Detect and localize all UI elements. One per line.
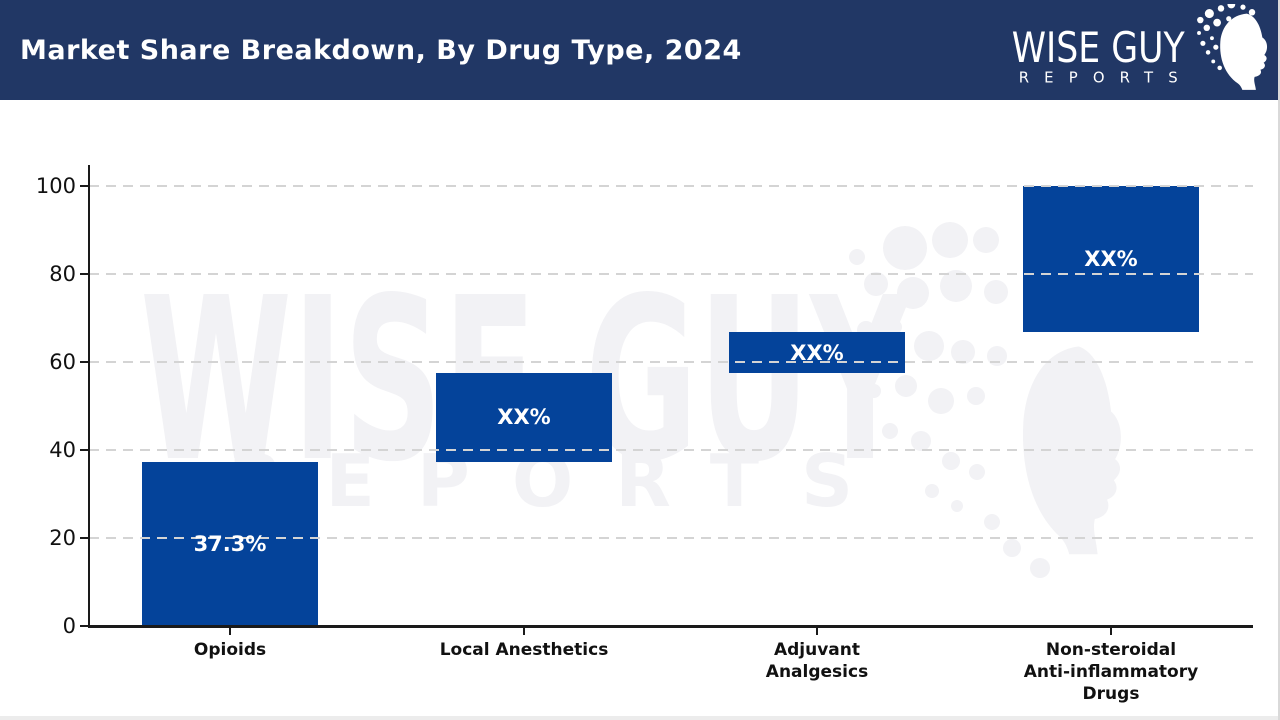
bar-value-label: XX% xyxy=(790,340,844,365)
x-axis-label: Adjuvant Analgesics xyxy=(765,640,869,682)
y-axis-tick xyxy=(80,273,88,275)
y-axis-tick xyxy=(80,537,88,539)
x-axis-tick xyxy=(1110,628,1112,635)
brand-logo-face-icon xyxy=(1197,4,1268,90)
brand-logo-subtitle: REPORTS xyxy=(1019,70,1178,87)
header: Market Share Breakdown, By Drug Type, 20… xyxy=(0,0,1278,100)
gridline xyxy=(89,273,1253,275)
gridline xyxy=(89,185,1253,187)
y-axis-spine xyxy=(88,165,90,627)
gridline xyxy=(89,449,1253,451)
x-axis-label: Opioids xyxy=(193,640,267,660)
y-axis-tick-label: 40 xyxy=(49,438,76,462)
y-axis-tick-label: 80 xyxy=(49,262,76,286)
gridline xyxy=(89,361,1253,363)
page-title: Market Share Breakdown, By Drug Type, 20… xyxy=(20,34,742,66)
x-axis-tick xyxy=(523,628,525,635)
y-axis-tick xyxy=(80,449,88,451)
x-axis-tick xyxy=(816,628,818,635)
y-axis-tick xyxy=(80,185,88,187)
y-axis-tick-label: 20 xyxy=(49,526,76,550)
x-axis-label: Local Anesthetics xyxy=(439,640,609,660)
x-axis-spine xyxy=(88,625,1253,628)
brand-logo: WISE GUY REPORTS xyxy=(1012,4,1268,90)
footer-strip xyxy=(0,716,1278,720)
bar-value-label: 37.3% xyxy=(193,531,267,556)
y-axis-tick-label: 0 xyxy=(62,614,76,638)
waterfall-bar xyxy=(436,373,612,462)
y-axis-tick-label: 100 xyxy=(35,174,76,198)
y-axis-tick-label: 60 xyxy=(49,350,76,374)
bar-value-label: XX% xyxy=(1084,247,1138,272)
waterfall-bar xyxy=(729,332,905,373)
waterfall-bar xyxy=(142,461,318,626)
bar-value-label: XX% xyxy=(497,405,551,430)
waterfall-bar xyxy=(1023,186,1199,333)
y-axis-tick xyxy=(80,361,88,363)
brand-logo-wordmark: WISE GUY xyxy=(1012,23,1185,72)
x-axis-label: Non-steroidal Anti-inflammatory Drugs xyxy=(1023,640,1199,704)
y-axis-tick xyxy=(80,625,88,627)
gridline xyxy=(89,537,1253,539)
x-axis-tick xyxy=(229,628,231,635)
